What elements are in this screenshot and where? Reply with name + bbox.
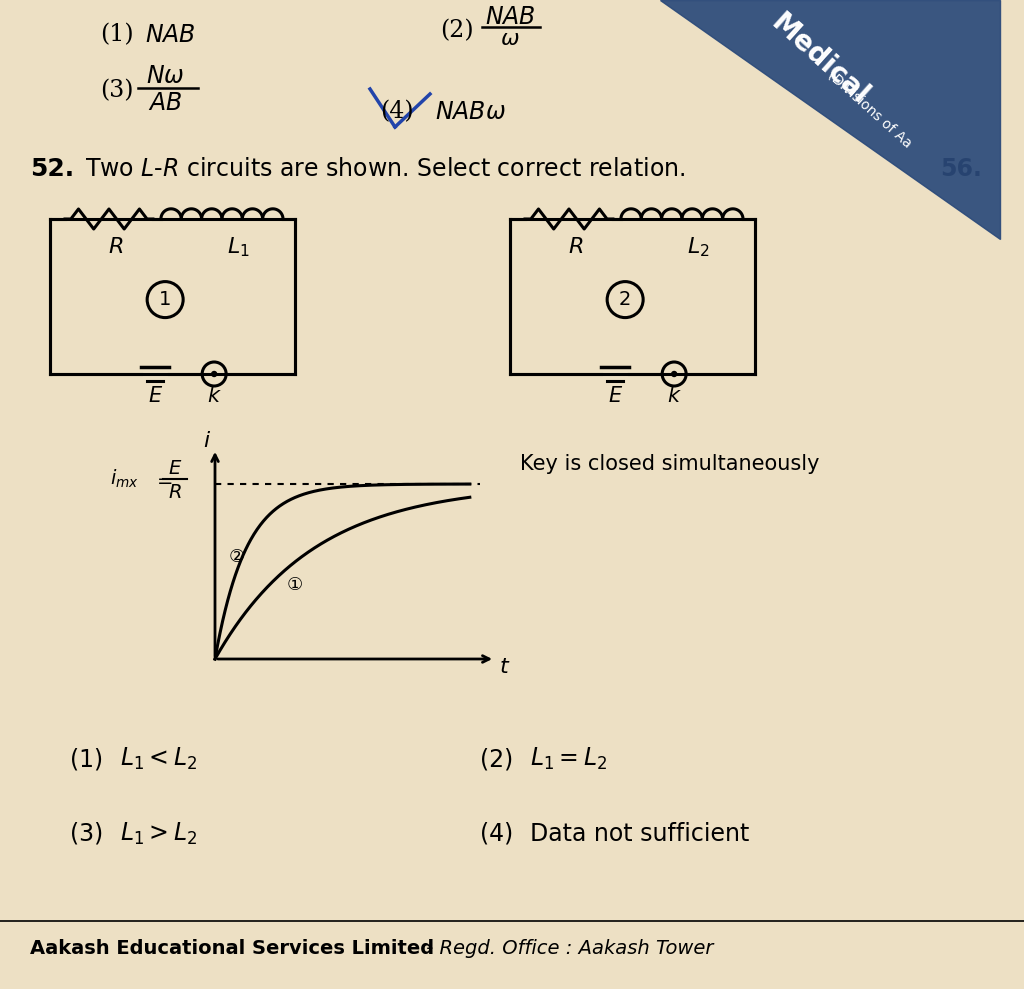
Text: (3): (3) [70,822,103,846]
Text: $L_1$: $L_1$ [227,235,250,259]
Text: $i$: $i$ [203,431,211,451]
Text: $AB$: $AB$ [147,91,182,115]
Text: $L_1 = L_2$: $L_1 = L_2$ [530,746,607,772]
Text: 1: 1 [159,290,171,310]
Text: (2): (2) [440,20,474,43]
Bar [510,219,755,374]
Polygon shape [660,0,1000,239]
Text: - Regd. Office : Aakash Tower: - Regd. Office : Aakash Tower [420,940,714,958]
Text: $R$: $R$ [168,483,182,501]
Text: $=$: $=$ [153,470,173,489]
Text: Medical: Medical [766,8,874,110]
Text: ②: ② [229,549,245,567]
Text: Key is closed simultaneously: Key is closed simultaneously [520,454,819,474]
Text: $NAB$: $NAB$ [145,23,196,47]
Text: 2: 2 [618,290,632,310]
Text: (3): (3) [100,79,133,103]
Text: $k$: $k$ [207,386,221,406]
Text: (4): (4) [380,101,414,124]
Text: $N\omega$: $N\omega$ [145,64,184,88]
Text: $k$: $k$ [667,386,682,406]
Text: $E$: $E$ [608,386,623,406]
Text: ①: ① [287,577,303,594]
Text: (1): (1) [100,24,133,46]
Text: (1): (1) [70,747,103,771]
Text: $L_1 < L_2$: $L_1 < L_2$ [120,746,198,772]
Text: Two $L$-$R$ circuits are shown. Select correct relation.: Two $L$-$R$ circuits are shown. Select c… [85,157,685,181]
Text: $\omega$: $\omega$ [500,29,520,49]
Text: $E$: $E$ [147,386,163,406]
Circle shape [672,372,677,377]
Text: $i_{mx}$: $i_{mx}$ [110,468,139,491]
Text: Aakash Educational Services Limited: Aakash Educational Services Limited [30,940,434,958]
Text: 56.: 56. [940,157,982,181]
Text: $NAB\omega$: $NAB\omega$ [435,100,506,124]
Text: $L_2$: $L_2$ [687,235,710,259]
Text: $R$: $R$ [568,237,584,257]
Text: $R$: $R$ [109,237,124,257]
Text: (Divisions of Aa: (Divisions of Aa [825,67,914,150]
Text: $t$: $t$ [500,657,511,677]
Bar [50,219,295,374]
Text: Data not sufficient: Data not sufficient [530,822,750,846]
Text: $L_1 > L_2$: $L_1 > L_2$ [120,821,198,848]
Text: $E$: $E$ [168,459,182,478]
Text: 52.: 52. [30,157,74,181]
Text: (2): (2) [480,747,513,771]
Circle shape [212,372,217,377]
Text: (4): (4) [480,822,513,846]
Text: $NAB$: $NAB$ [484,5,536,29]
